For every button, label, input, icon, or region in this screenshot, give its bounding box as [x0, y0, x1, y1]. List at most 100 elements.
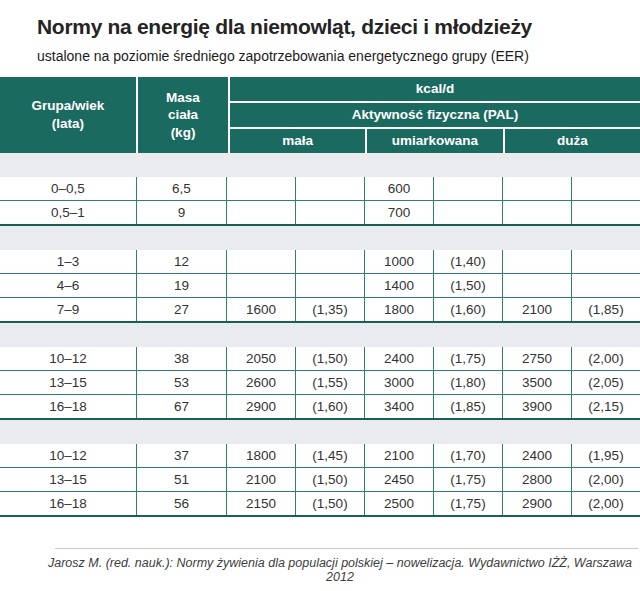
table-row: 16–18562150(1,50)2500(1,75)2900(2,00)	[0, 491, 640, 515]
source-citation: Jarosz M. (red. nauk.): Normy żywienia d…	[0, 549, 640, 584]
header-activity-low: mała	[230, 129, 365, 153]
value-cell: 700	[364, 201, 433, 224]
header-kcal-block: kcal/d Aktywność fizyczna (PAL) mała umi…	[230, 77, 640, 153]
value-cell	[226, 274, 295, 297]
value-cell: 2100	[364, 444, 433, 467]
value-cell	[571, 177, 640, 200]
value-cell: (1,50)	[295, 492, 364, 515]
age-cell: 10–12	[0, 347, 136, 370]
value-cell: (2,00)	[571, 347, 640, 370]
age-cell: 13–15	[0, 371, 136, 394]
value-cell: 2150	[226, 492, 295, 515]
value-cell: (1,60)	[433, 298, 502, 321]
table-group: 10–12371800(1,45)2100(1,70)2400(1,95)13–…	[0, 444, 640, 517]
mass-cell: 6,5	[136, 177, 226, 200]
header-body-mass: Masa ciała (kg)	[138, 77, 228, 153]
table-row: 0,5–19700	[0, 200, 640, 224]
page-subtitle: ustalone na poziomie średniego zapotrzeb…	[0, 39, 640, 64]
value-cell: (1,35)	[295, 298, 364, 321]
value-cell	[226, 201, 295, 224]
value-cell: 2100	[226, 468, 295, 491]
value-cell	[295, 201, 364, 224]
value-cell: 2500	[364, 492, 433, 515]
value-cell: 2100	[502, 298, 571, 321]
page-title: Normy na energię dla niemowląt, dzieci i…	[0, 0, 640, 39]
mass-cell: 56	[136, 492, 226, 515]
value-cell: 1000	[364, 250, 433, 273]
age-cell: 16–18	[0, 492, 136, 515]
value-cell: 3900	[502, 395, 571, 418]
age-cell: 16–18	[0, 395, 136, 418]
value-cell: (1,75)	[433, 492, 502, 515]
group-gap-band	[0, 420, 640, 444]
value-cell	[226, 177, 295, 200]
value-cell: 2900	[502, 492, 571, 515]
header-activity-row: mała umiarkowana duża	[230, 129, 640, 153]
mass-cell: 67	[136, 395, 226, 418]
page: Normy na energię dla niemowląt, dzieci i…	[0, 0, 640, 591]
table-row: 10–12382050(1,50)2400(1,75)2750(2,00)	[0, 347, 640, 370]
value-cell: (1,45)	[295, 444, 364, 467]
value-cell	[571, 274, 640, 297]
table-row: 7–9271600(1,35)1800(1,60)2100(1,85)	[0, 297, 640, 321]
value-cell: 3000	[364, 371, 433, 394]
value-cell	[571, 201, 640, 224]
age-cell: 7–9	[0, 298, 136, 321]
value-cell: (1,50)	[295, 468, 364, 491]
value-cell	[295, 274, 364, 297]
value-cell: (1,95)	[571, 444, 640, 467]
value-cell: 1800	[364, 298, 433, 321]
value-cell: (1,75)	[433, 468, 502, 491]
value-cell: 2050	[226, 347, 295, 370]
value-cell	[502, 250, 571, 273]
group-gap-band	[0, 323, 640, 347]
value-cell: (1,85)	[433, 395, 502, 418]
age-cell: 4–6	[0, 274, 136, 297]
header-activity-moderate: umiarkowana	[367, 129, 502, 153]
mass-cell: 9	[136, 201, 226, 224]
value-cell: 2750	[502, 347, 571, 370]
energy-norms-table: Grupa/wiek (lata) Masa ciała (kg) kcal/d…	[0, 77, 640, 517]
value-cell: 3500	[502, 371, 571, 394]
value-cell	[295, 177, 364, 200]
table-group: 10–12382050(1,50)2400(1,75)2750(2,00)13–…	[0, 347, 640, 420]
group-gap-band	[0, 226, 640, 250]
table-row: 4–6191400(1,50)	[0, 273, 640, 297]
group-gap-band	[0, 153, 640, 177]
age-cell: 1–3	[0, 250, 136, 273]
header-pal: Aktywność fizyczna (PAL)	[230, 103, 640, 127]
table-row: 0–0,56,5600	[0, 177, 640, 200]
value-cell: (1,50)	[433, 274, 502, 297]
value-cell: 2800	[502, 468, 571, 491]
age-cell: 13–15	[0, 468, 136, 491]
header-kcal: kcal/d	[230, 77, 640, 101]
table-row: 1–312 1000(1,40)	[0, 250, 640, 273]
value-cell: 1600	[226, 298, 295, 321]
table-row: 16–18672900(1,60)3400(1,85)3900(2,15)	[0, 394, 640, 418]
value-cell: (1,85)	[571, 298, 640, 321]
mass-cell: 53	[136, 371, 226, 394]
mass-cell: 19	[136, 274, 226, 297]
value-cell: 3400	[364, 395, 433, 418]
value-cell: (1,40)	[433, 250, 502, 273]
value-cell	[502, 177, 571, 200]
mass-cell: 51	[136, 468, 226, 491]
mass-cell: 12	[136, 250, 226, 273]
age-cell: 10–12	[0, 444, 136, 467]
value-cell: 2400	[364, 347, 433, 370]
value-cell: (2,00)	[571, 492, 640, 515]
value-cell: (1,70)	[433, 444, 502, 467]
value-cell: (1,50)	[295, 347, 364, 370]
value-cell: (1,60)	[295, 395, 364, 418]
value-cell: 2600	[226, 371, 295, 394]
mass-cell: 38	[136, 347, 226, 370]
value-cell: 600	[364, 177, 433, 200]
header-activity-high: duża	[505, 129, 640, 153]
value-cell: (2,05)	[571, 371, 640, 394]
value-cell: (2,15)	[571, 395, 640, 418]
value-cell: 2900	[226, 395, 295, 418]
header-group-age: Grupa/wiek (lata)	[0, 77, 136, 153]
value-cell	[502, 274, 571, 297]
value-cell	[433, 177, 502, 200]
value-cell	[226, 250, 295, 273]
